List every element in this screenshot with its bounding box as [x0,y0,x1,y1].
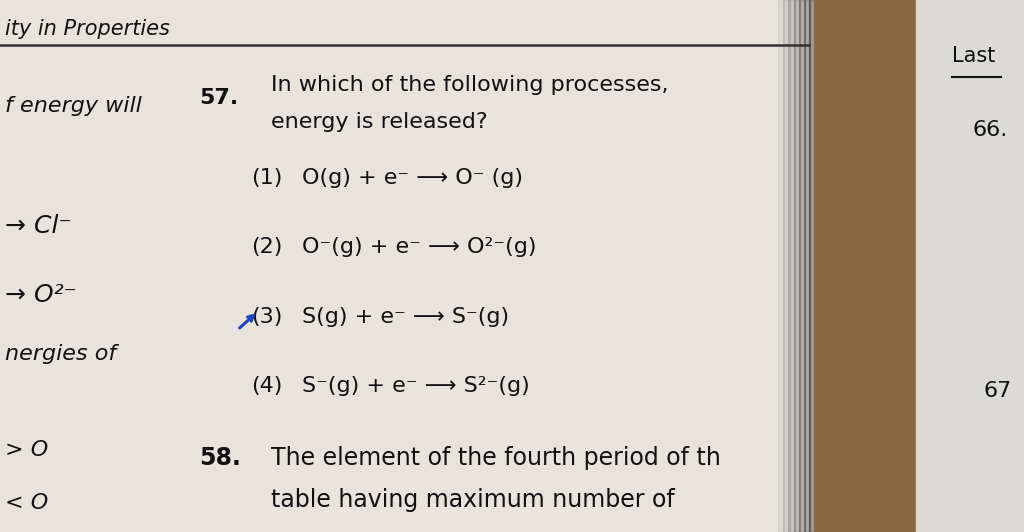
Text: 57.: 57. [200,88,239,109]
Text: S(g) + e⁻ ⟶ S⁻(g): S(g) + e⁻ ⟶ S⁻(g) [302,306,509,327]
Text: O(g) + e⁻ ⟶ O⁻ (g): O(g) + e⁻ ⟶ O⁻ (g) [302,168,523,188]
Text: 66.: 66. [973,120,1008,140]
Text: In which of the following processes,: In which of the following processes, [271,75,669,95]
Text: The element of the fourth period of th: The element of the fourth period of th [271,445,721,470]
Bar [799,0,805,532]
Bar [804,0,810,532]
Bar [794,0,800,532]
Bar [788,0,795,532]
Bar [778,0,784,532]
Text: f energy will: f energy will [5,96,142,117]
Text: (2): (2) [251,237,283,257]
Text: < O: < O [5,493,48,513]
Text: (1): (1) [251,168,283,188]
Text: table having maximum number of: table having maximum number of [271,488,675,512]
Bar [809,0,815,532]
Bar [783,0,790,532]
Text: 58.: 58. [200,445,242,470]
Text: nergies of: nergies of [5,344,117,364]
Text: → O²⁻: → O²⁻ [5,283,77,307]
Text: (3): (3) [251,306,283,327]
Bar [916,0,1024,532]
Bar [814,0,916,532]
Text: > O: > O [5,439,48,460]
Text: 67: 67 [983,381,1012,401]
Text: Last: Last [952,46,995,66]
Text: S⁻(g) + e⁻ ⟶ S²⁻(g): S⁻(g) + e⁻ ⟶ S²⁻(g) [302,376,529,396]
Text: → Cl⁻: → Cl⁻ [5,214,72,238]
Text: ity in Properties: ity in Properties [5,19,170,39]
Text: energy is released?: energy is released? [271,112,488,132]
Text: (4): (4) [251,376,283,396]
Bar [773,0,779,532]
Text: O⁻(g) + e⁻ ⟶ O²⁻(g): O⁻(g) + e⁻ ⟶ O²⁻(g) [302,237,537,257]
